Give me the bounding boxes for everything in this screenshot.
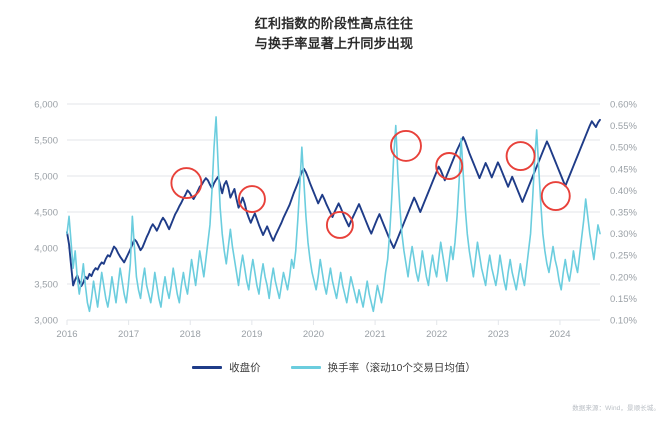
- annotation-circle-peak-2022: [435, 152, 464, 180]
- left-axis-tick-label: 4,500: [34, 208, 58, 219]
- annotation-circle-peak-2018: [170, 167, 203, 200]
- right-axis-tick-label: 0.60%: [610, 100, 637, 111]
- x-axis-tick-label: 2021: [365, 329, 386, 340]
- left-axis-labels: 3,000 3,500 4,000 4,500 5,000 5,500 6,000: [34, 100, 58, 327]
- annotation-circle-peak-2020: [325, 211, 354, 239]
- chart-title-line-1: 红利指数的阶段性高点往往: [254, 16, 414, 31]
- left-axis-tick-label: 6,000: [34, 100, 58, 111]
- left-axis-tick-label: 3,500: [34, 280, 58, 291]
- legend-swatch-icon: [290, 366, 321, 369]
- source-note: 数据来源：Wind，景顺长城。: [572, 405, 660, 412]
- series-line-close-price: [66, 118, 601, 288]
- x-axis-tick-label: 2024: [549, 329, 570, 340]
- x-axis-tick-label: 2016: [56, 329, 77, 340]
- right-axis-tick-label: 0.25%: [610, 251, 637, 262]
- legend-swatch-icon: [192, 366, 223, 369]
- right-axis-tick-label: 0.50%: [610, 143, 637, 154]
- right-axis-tick-label: 0.15%: [610, 294, 637, 305]
- right-axis-tick-label: 0.10%: [610, 316, 637, 327]
- x-axis-labels: 2016 2017 2018 2019 2020 2021 2022 2023 2024: [56, 329, 570, 340]
- legend-label: 收盘价: [229, 362, 261, 374]
- x-axis-tick-label: 2020: [303, 329, 324, 340]
- right-axis-tick-label: 0.55%: [610, 121, 637, 132]
- x-axis-tick-label: 2022: [426, 329, 447, 340]
- right-axis-labels: 0.10% 0.15% 0.20% 0.25% 0.30% 0.35% 0.40% 0.45%…: [610, 100, 637, 327]
- chart-title-line-2: 与换手率显著上升同步出现: [254, 36, 414, 51]
- left-axis-tick-label: 5,000: [34, 172, 58, 183]
- annotation-circle-peak-2024: [540, 181, 571, 211]
- x-axis-tick-label: 2017: [118, 329, 139, 340]
- right-axis-tick-label: 0.30%: [610, 229, 637, 240]
- left-axis-tick-label: 4,000: [34, 244, 58, 255]
- annotation-circle-peak-2019: [238, 185, 266, 213]
- right-axis-tick-label: 0.20%: [610, 272, 637, 283]
- legend-label: 换手率（滚动10个交易日均值）: [327, 362, 476, 374]
- annotation-circle-peak-2021: [390, 129, 422, 162]
- left-axis-tick-label: 5,500: [34, 136, 58, 147]
- x-axis-tick-label: 2023: [488, 329, 509, 340]
- chart-title: 红利指数的阶段性高点往往 与换手率显著上升同步出现: [0, 14, 668, 54]
- right-axis-tick-label: 0.40%: [610, 186, 637, 197]
- x-axis-tick-label: 2018: [180, 329, 201, 340]
- right-axis-tick-label: 0.35%: [610, 208, 637, 219]
- right-axis-tick-label: 0.45%: [610, 164, 637, 175]
- legend-item-1[interactable]: 换手率（滚动10个交易日均值）: [290, 360, 476, 375]
- series-line-turnover: [66, 116, 601, 313]
- x-axis-tick-label: 2019: [241, 329, 262, 340]
- legend-item-0[interactable]: 收盘价: [192, 360, 261, 375]
- annotations-group: [170, 129, 571, 239]
- left-axis-tick-label: 3,000: [34, 316, 58, 327]
- annotation-circle-peak-2023: [505, 141, 536, 172]
- chart-legend: 收盘价 换手率（滚动10个交易日均值）: [0, 360, 668, 375]
